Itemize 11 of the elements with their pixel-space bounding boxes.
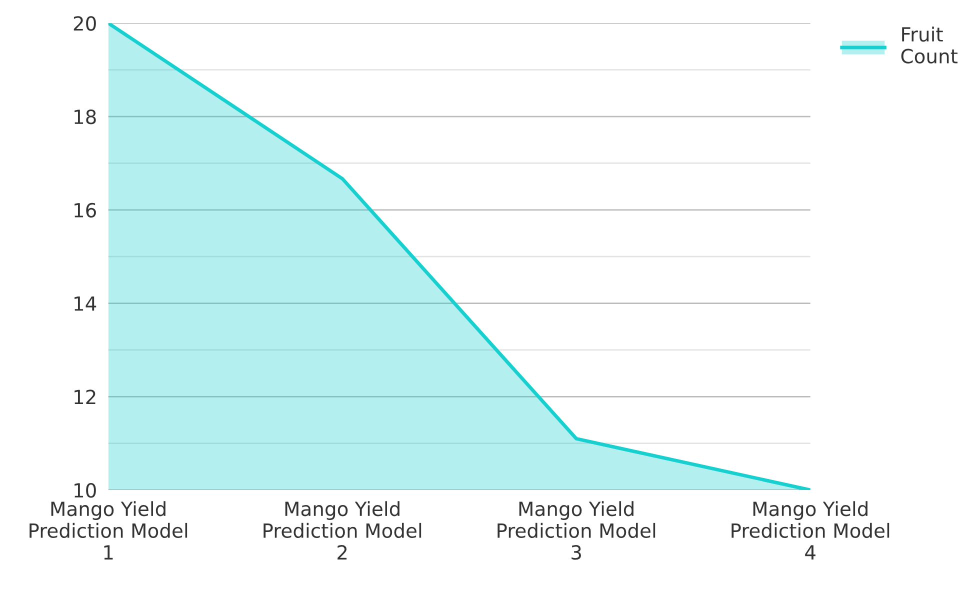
y-tick-label: 20 bbox=[74, 16, 96, 31]
x-tick-label: Mango Yield Prediction Model 3 bbox=[498, 501, 656, 560]
y-tick-label: 12 bbox=[74, 390, 96, 404]
y-tick-label: 14 bbox=[74, 296, 96, 311]
y-tick-label: 10 bbox=[74, 483, 96, 498]
legend-label: Fruit Count bbox=[901, 26, 958, 64]
x-tick-label: Mango Yield Prediction Model 1 bbox=[30, 501, 188, 560]
x-tick-label: Mango Yield Prediction Model 4 bbox=[732, 501, 890, 560]
y-tick-label: 18 bbox=[74, 110, 96, 124]
x-tick-label: Mango Yield Prediction Model 2 bbox=[264, 501, 422, 560]
y-tick-label: 16 bbox=[74, 202, 96, 218]
